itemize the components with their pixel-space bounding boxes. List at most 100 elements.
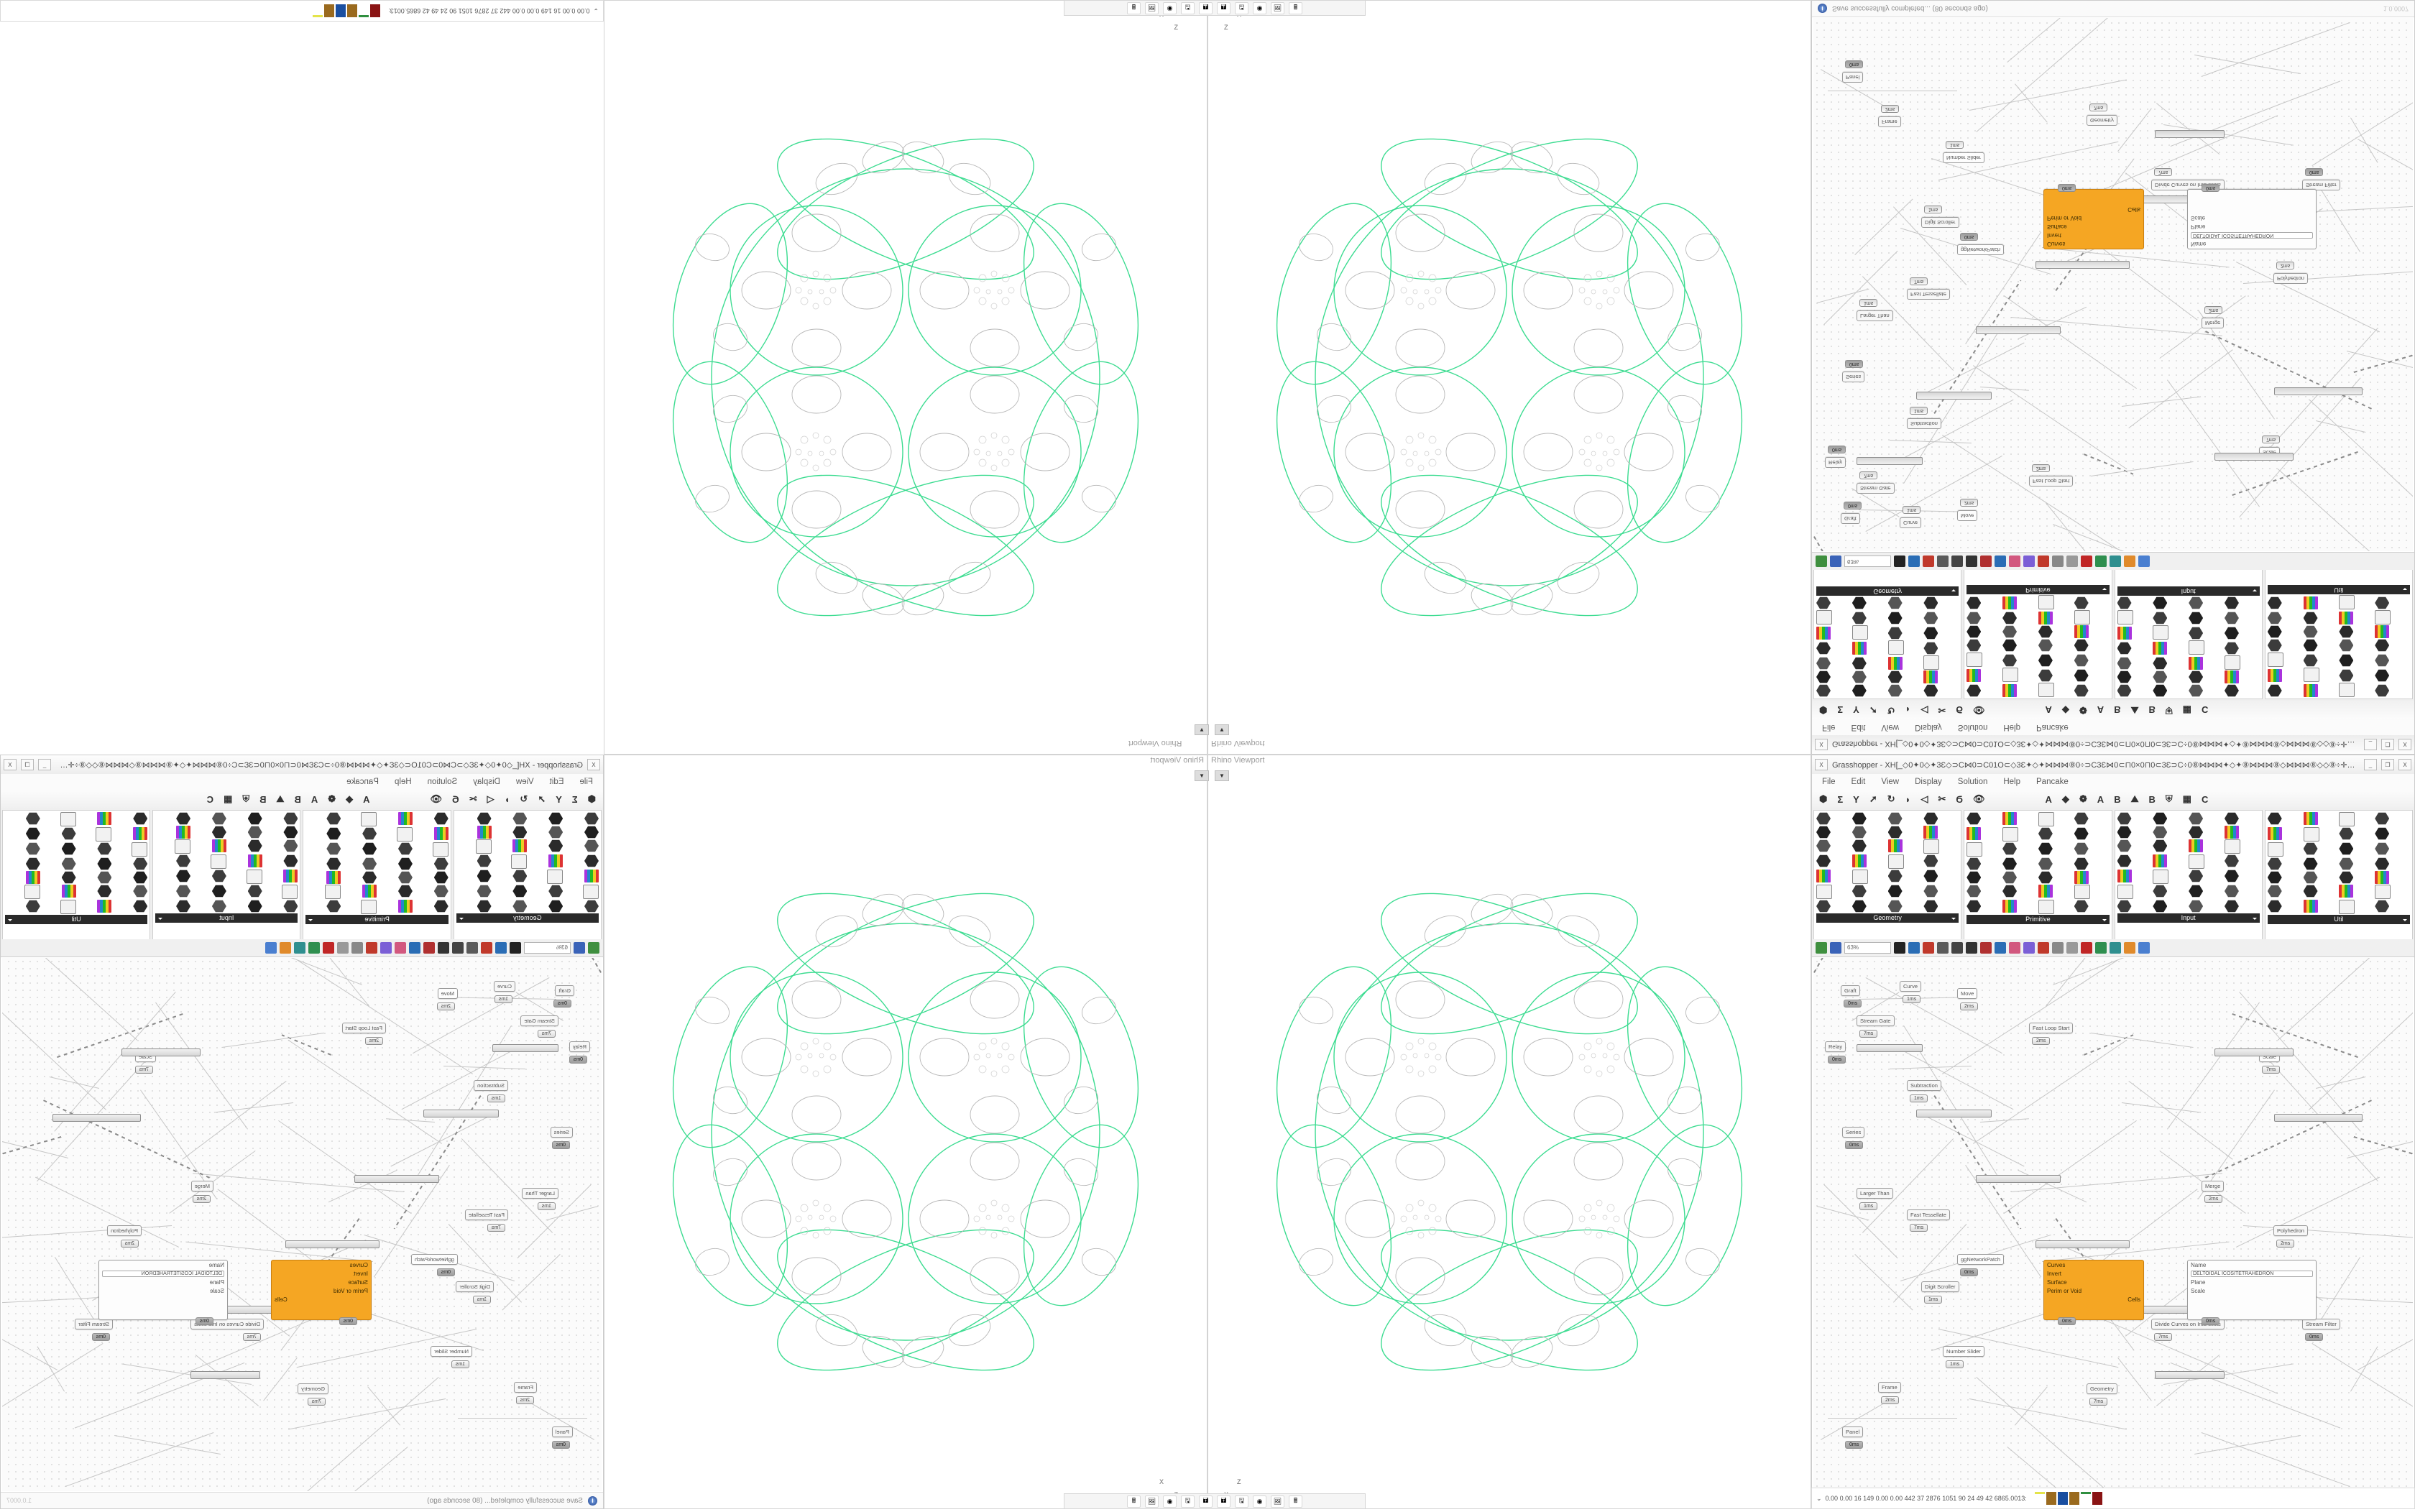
palette-icon[interactable] bbox=[2074, 857, 2089, 870]
zoom-level-field[interactable]: 63% bbox=[1844, 556, 1891, 567]
palette-icon[interactable] bbox=[326, 871, 341, 884]
mount-tab[interactable]: ⛰ bbox=[2130, 705, 2139, 716]
palette-icon[interactable] bbox=[2375, 639, 2389, 652]
sketch-icon[interactable] bbox=[1923, 556, 1934, 567]
gh-component[interactable]: Curve bbox=[493, 981, 515, 992]
palette-icon[interactable] bbox=[176, 900, 190, 913]
palette-icon[interactable] bbox=[133, 885, 147, 898]
vector-tab[interactable]: ➚ bbox=[1869, 793, 1877, 804]
cha-icon[interactable] bbox=[1966, 556, 1977, 567]
vector-tab[interactable]: ➚ bbox=[538, 793, 546, 804]
palette-icon[interactable] bbox=[62, 857, 76, 870]
palette-icon[interactable] bbox=[2153, 670, 2167, 683]
palette-icon[interactable] bbox=[398, 842, 413, 855]
number-slider[interactable] bbox=[1857, 1044, 1923, 1052]
taskbar-top[interactable]: 🖩 🖼 ◉ 🖫 🖬 🖬 🖫 ◉ 🖼 🖩 bbox=[1064, 0, 1366, 16]
palette-icon[interactable] bbox=[1852, 839, 1867, 852]
gh-component[interactable]: Panel bbox=[1842, 1426, 1864, 1437]
palette-icon[interactable] bbox=[434, 900, 448, 913]
maths-tab[interactable]: Σ bbox=[1837, 704, 1844, 716]
palette-icon[interactable] bbox=[97, 900, 112, 913]
palette-icon[interactable] bbox=[1816, 826, 1831, 839]
viewport-arrow-br[interactable]: ▼ bbox=[1215, 770, 1229, 781]
menu-item-help[interactable]: Help bbox=[394, 778, 412, 786]
palette-icon[interactable] bbox=[2074, 842, 2089, 855]
scissors-icon[interactable] bbox=[2038, 556, 2049, 567]
mesh-tab[interactable]: ◁ bbox=[487, 793, 494, 804]
bake-icon[interactable] bbox=[466, 942, 478, 954]
palette-icon[interactable] bbox=[1887, 812, 1903, 825]
gh-input-param[interactable]: Surface bbox=[2047, 223, 2067, 230]
palette-icon[interactable] bbox=[2189, 640, 2205, 655]
palette-icon[interactable] bbox=[61, 885, 76, 898]
palette-icon[interactable] bbox=[326, 827, 341, 840]
curve-tab[interactable]: ↻ bbox=[520, 793, 528, 804]
palette-icon[interactable] bbox=[248, 812, 262, 825]
palette-icon[interactable] bbox=[2038, 827, 2053, 840]
palette-icon[interactable] bbox=[2153, 885, 2168, 898]
palette-icon[interactable] bbox=[2038, 842, 2053, 855]
gh-component[interactable]: Stream Gate bbox=[520, 1015, 558, 1026]
palette-icon[interactable] bbox=[2225, 612, 2239, 624]
palette-icon[interactable] bbox=[1966, 900, 1982, 913]
palette-icon[interactable] bbox=[1923, 826, 1938, 839]
mesh-tab[interactable]: ◁ bbox=[1920, 793, 1928, 804]
calculator-icon[interactable]: 🖩 bbox=[1127, 1495, 1141, 1508]
wire-icon[interactable] bbox=[337, 942, 349, 954]
palette-icon[interactable] bbox=[62, 827, 76, 840]
palette-icon[interactable] bbox=[2189, 870, 2204, 882]
gh-component[interactable]: Subtraction bbox=[1907, 1080, 1941, 1091]
palette-icon[interactable] bbox=[584, 839, 599, 852]
leaf-tab[interactable]: ◆ bbox=[2061, 705, 2069, 716]
palette-icon[interactable] bbox=[1816, 885, 1832, 899]
palette-icon[interactable] bbox=[1923, 655, 1940, 670]
gh-component[interactable]: Move bbox=[1957, 988, 1978, 999]
palette-icon[interactable] bbox=[212, 870, 226, 882]
palette-icon[interactable] bbox=[1816, 627, 1831, 640]
calculator-icon[interactable]: 🖩 bbox=[1289, 1495, 1302, 1508]
palette-icon[interactable] bbox=[2002, 812, 2018, 825]
palette-icon[interactable] bbox=[362, 827, 377, 840]
number-slider[interactable] bbox=[2214, 453, 2294, 461]
close-button[interactable]: X bbox=[2398, 759, 2411, 770]
palette-icon[interactable] bbox=[1852, 596, 1867, 609]
menu-bar[interactable]: File Edit View Display Solution Help Pancake bbox=[1, 774, 603, 790]
palette-icon[interactable] bbox=[1852, 812, 1867, 825]
menu-bar[interactable]: File Edit View Display Solution Help Pancake bbox=[1812, 774, 2414, 790]
save-file-icon[interactable] bbox=[1830, 942, 1841, 954]
palette-icon[interactable] bbox=[2268, 596, 2282, 609]
gh-component[interactable]: Curve bbox=[1900, 517, 1922, 528]
palette-icon[interactable] bbox=[97, 885, 111, 898]
palette-icon[interactable] bbox=[362, 871, 377, 884]
gh-selected-component-curves[interactable]: Curves Invert Surface Perim or Void Cells bbox=[2043, 189, 2144, 249]
palette-icon[interactable] bbox=[1923, 627, 1938, 640]
number-slider[interactable] bbox=[2214, 1048, 2294, 1056]
gh-component[interactable]: Fast Tessellate bbox=[1907, 289, 1950, 300]
chart-icon[interactable] bbox=[1980, 556, 1992, 567]
palette-icon[interactable] bbox=[2224, 670, 2239, 683]
calculator-icon[interactable]: 🖩 bbox=[1289, 1, 1302, 14]
palette-icon[interactable] bbox=[2303, 900, 2318, 913]
palette-group-input[interactable]: Input bbox=[152, 810, 301, 941]
canvas-toolbar[interactable]: 63% bbox=[1, 939, 603, 957]
palette-icon[interactable] bbox=[1966, 885, 1982, 898]
palette-icon[interactable] bbox=[283, 870, 298, 882]
gh-input-param[interactable]: Plane bbox=[2191, 223, 2206, 230]
palette-icon[interactable] bbox=[512, 812, 527, 825]
palette-icon[interactable] bbox=[1966, 684, 1981, 697]
palette-icon[interactable] bbox=[2303, 668, 2319, 682]
palette-icon[interactable] bbox=[26, 827, 40, 840]
palette-icon[interactable] bbox=[2303, 871, 2318, 884]
system-menu-icon[interactable]: X bbox=[1815, 739, 1828, 750]
palette-icon[interactable] bbox=[2375, 842, 2390, 855]
gh-name-value-field[interactable]: DELTOIDAL ICOSITETRAHEDRON bbox=[2191, 1271, 2313, 1277]
viewport-arrow-tl[interactable]: ▼ bbox=[1195, 724, 1209, 735]
palette-icon[interactable] bbox=[96, 827, 112, 842]
palette-icon[interactable] bbox=[2002, 827, 2019, 842]
palette-icon[interactable] bbox=[2189, 812, 2204, 825]
blue-preview-icon[interactable] bbox=[2138, 556, 2150, 567]
palette-icon[interactable] bbox=[2153, 612, 2167, 624]
number-slider[interactable] bbox=[52, 1114, 141, 1122]
palette-icon[interactable] bbox=[2074, 669, 2089, 682]
palette-icon[interactable] bbox=[2002, 885, 2018, 898]
